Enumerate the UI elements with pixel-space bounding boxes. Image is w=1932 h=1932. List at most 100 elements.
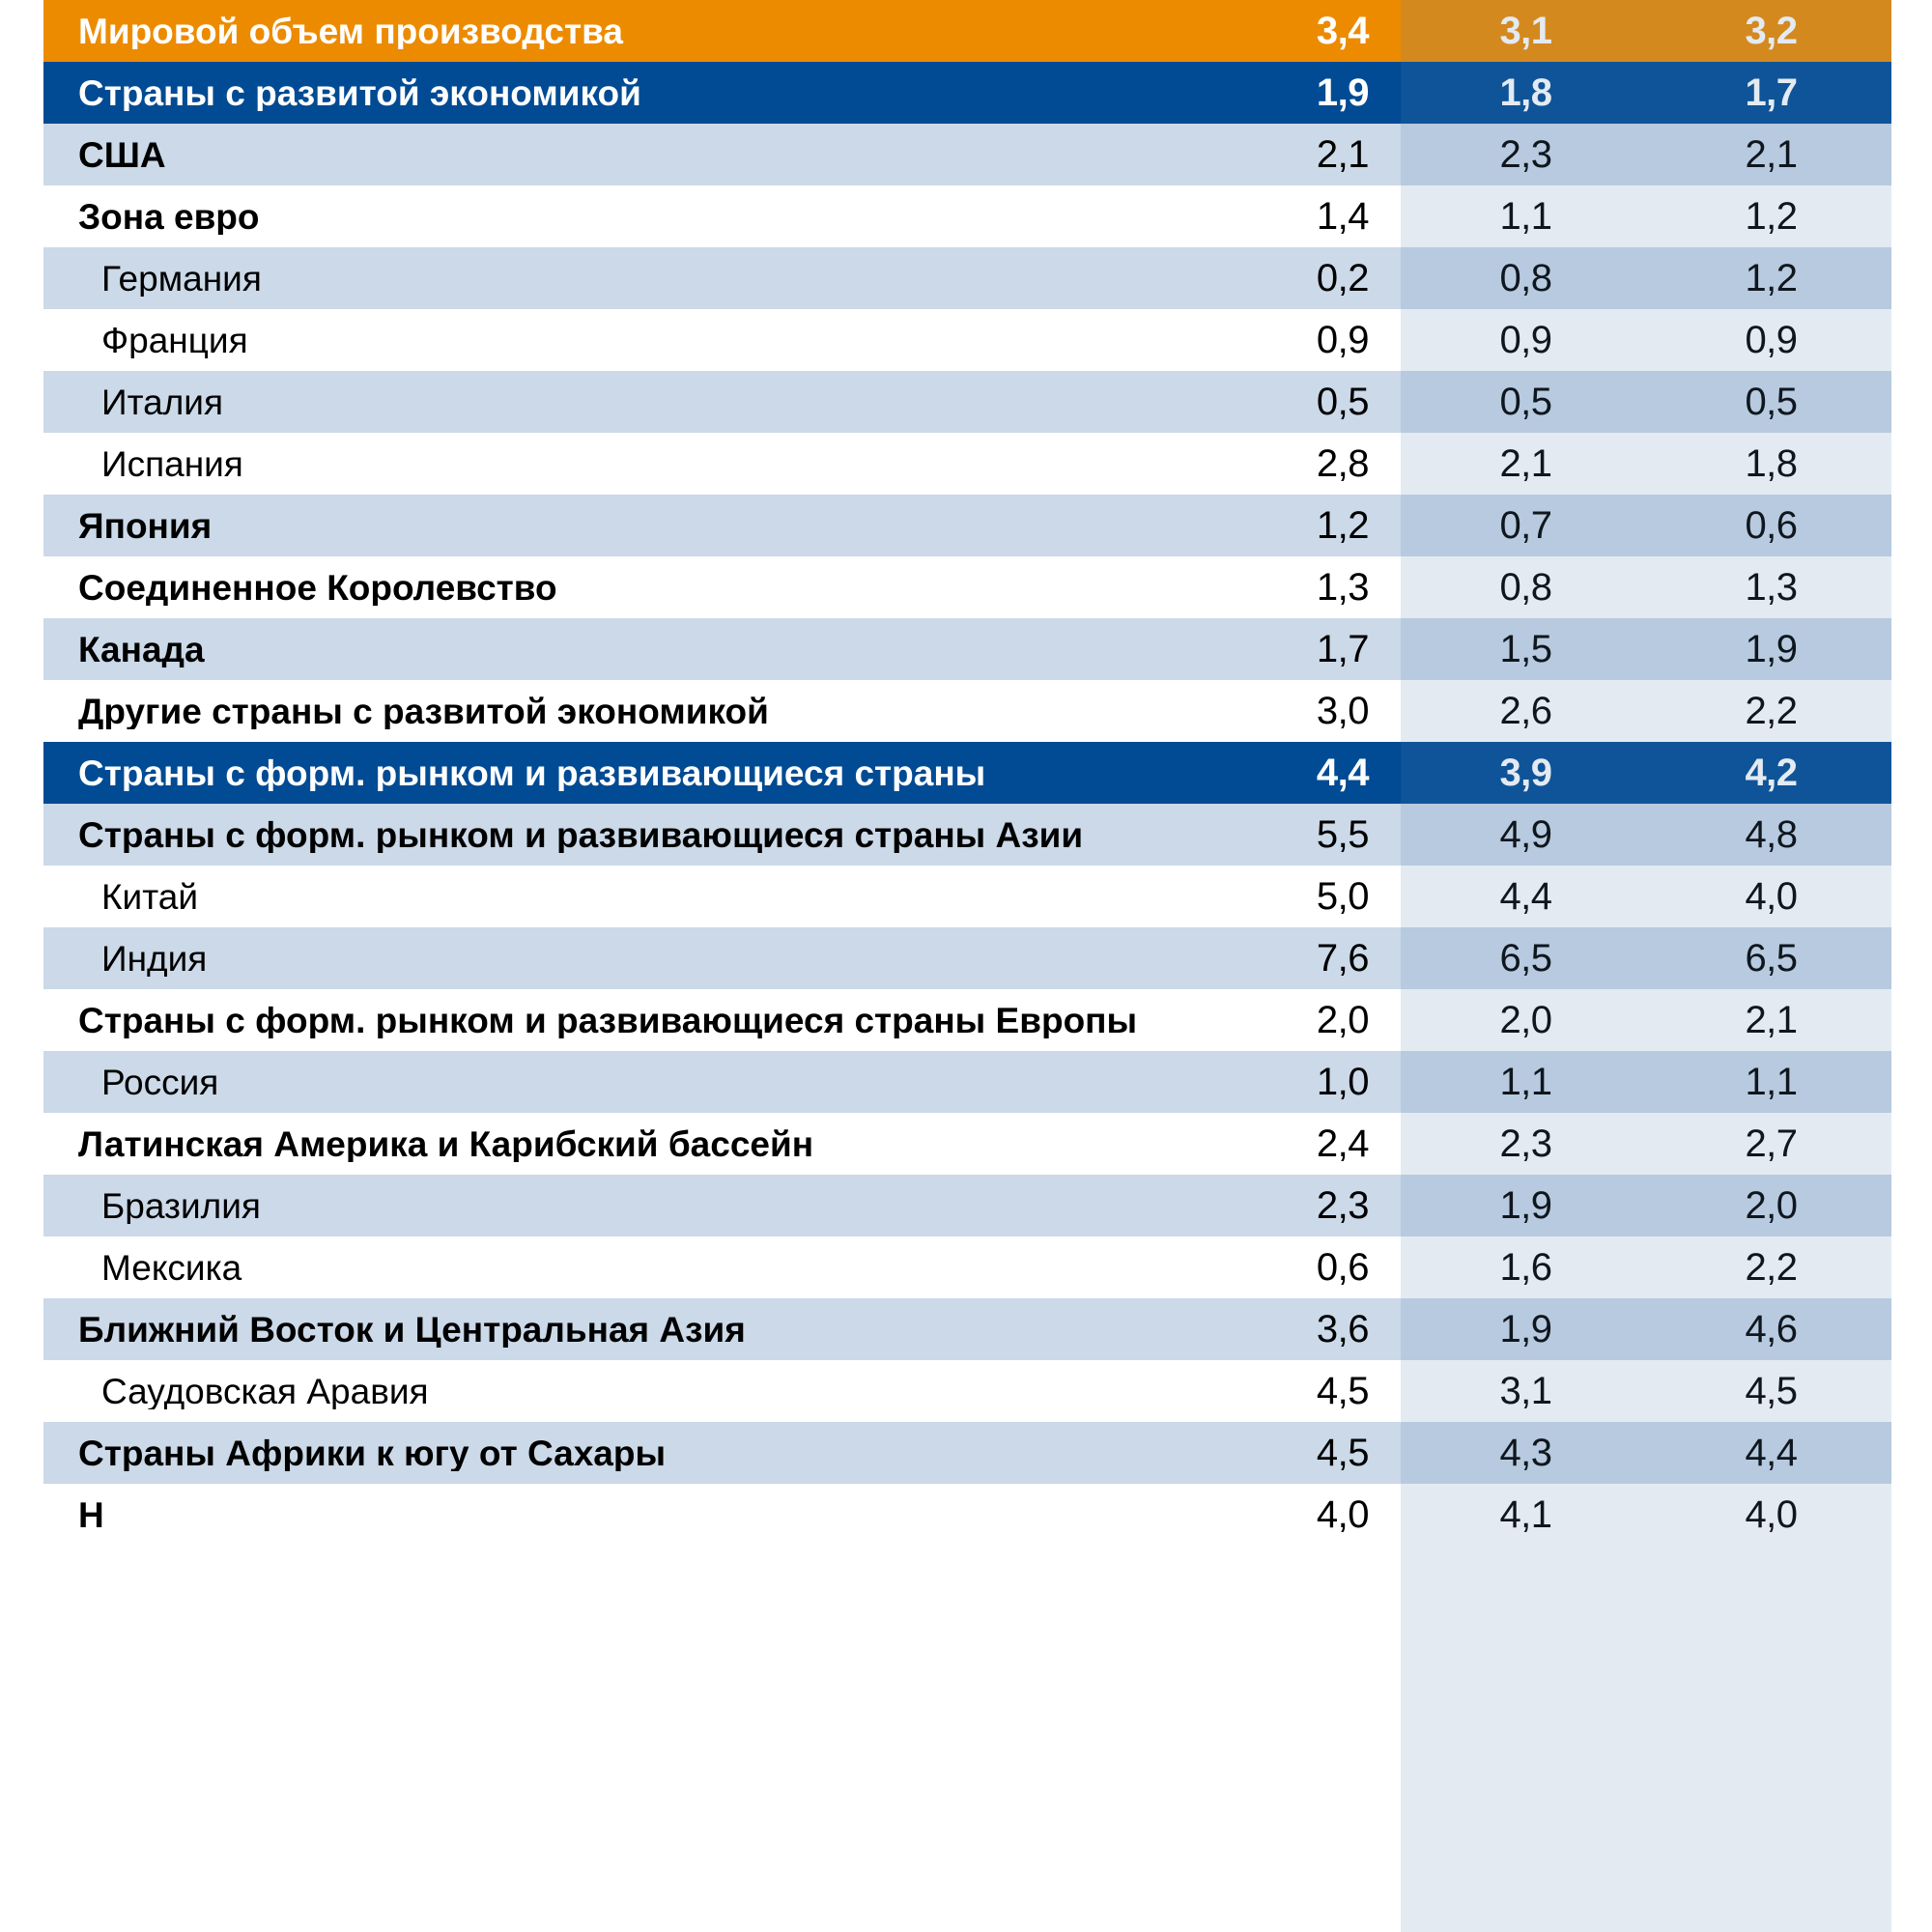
row-value-3: 6,5 (1745, 937, 1798, 980)
row-label: Франция (101, 322, 248, 358)
row-value-3: 2,7 (1745, 1122, 1798, 1165)
table-row: Страны с форм. рынком и развивающиеся ст… (43, 804, 1891, 866)
row-label: Страны с форм. рынком и развивающиеся ст… (78, 1002, 1138, 1038)
row-value-2: 1,1 (1499, 1061, 1552, 1103)
table-body: Мировой объем производства 3,4 3,1 3,2 Стран… (43, 0, 1891, 1546)
table-row: Мировой объем производства 3,4 3,1 3,2 (43, 0, 1891, 62)
row-value-2: 2,3 (1499, 1122, 1552, 1165)
row-value-2: 3,1 (1499, 1370, 1552, 1412)
row-label: Саудовская Аравия (101, 1373, 429, 1409)
row-label: Россия (101, 1064, 219, 1100)
row-value-2: 1,1 (1499, 195, 1552, 238)
table-row: Латинская Америка и Карибский бассейн 2,4… (43, 1113, 1891, 1175)
row-value-2: 2,0 (1499, 999, 1552, 1041)
row-value-2: 1,9 (1499, 1308, 1552, 1350)
row-value-3: 0,6 (1745, 504, 1798, 547)
row-value-2: 1,8 (1499, 71, 1552, 114)
table-row: Франция 0,9 0,9 0,9 (43, 309, 1891, 371)
table-row: Страны с форм. рынком и развивающиеся ст… (43, 989, 1891, 1051)
row-value-1: 5,0 (1316, 875, 1370, 918)
table-row: Германия 0,2 0,8 1,2 (43, 247, 1891, 309)
row-label: Страны с форм. рынком и развивающиеся ст… (78, 816, 1084, 853)
table-row: Н 4,0 4,1 4,0 (43, 1484, 1891, 1546)
table-row: Страны с развитой экономикой 1,9 1,8 1,7 (43, 62, 1891, 124)
row-value-2: 2,3 (1499, 133, 1552, 176)
row-value-2: 1,9 (1499, 1184, 1552, 1227)
row-value-2: 4,3 (1499, 1432, 1552, 1474)
row-value-3: 1,2 (1745, 257, 1798, 299)
row-label: Индия (101, 940, 208, 977)
row-value-1: 4,5 (1316, 1370, 1370, 1412)
row-label: Канада (78, 631, 205, 668)
row-value-2: 0,5 (1499, 381, 1552, 423)
row-value-1: 4,5 (1316, 1432, 1370, 1474)
row-label: Страны с форм. рынком и развивающиеся ст… (78, 754, 986, 791)
table-row: Индия 7,6 6,5 6,5 (43, 927, 1891, 989)
row-label: Страны с развитой экономикой (78, 74, 641, 111)
table-row: США 2,1 2,3 2,1 (43, 124, 1891, 185)
table-row: Ближний Восток и Центральная Азия 3,6 1,9 4… (43, 1298, 1891, 1360)
row-value-1: 2,3 (1316, 1184, 1370, 1227)
row-value-1: 2,8 (1316, 442, 1370, 485)
row-value-3: 0,9 (1745, 319, 1798, 361)
row-value-3: 2,0 (1745, 1184, 1798, 1227)
row-value-1: 1,9 (1316, 71, 1370, 114)
row-label: США (78, 136, 166, 173)
row-value-1: 2,0 (1316, 999, 1370, 1041)
row-label: Латинская Америка и Карибский бассейн (78, 1125, 814, 1162)
row-value-3: 1,3 (1745, 566, 1798, 609)
table-row: Страны с форм. рынком и развивающиеся ст… (43, 742, 1891, 804)
row-value-1: 2,4 (1316, 1122, 1370, 1165)
row-label: Н (78, 1496, 104, 1533)
row-value-2: 4,1 (1499, 1493, 1552, 1536)
row-value-2: 4,4 (1499, 875, 1552, 918)
row-value-3: 2,1 (1745, 133, 1798, 176)
row-label: Испания (101, 445, 243, 482)
row-label: Япония (78, 507, 213, 544)
row-value-2: 2,6 (1499, 690, 1552, 732)
row-value-3: 2,2 (1745, 690, 1798, 732)
table-row: Бразилия 2,3 1,9 2,0 (43, 1175, 1891, 1236)
row-label: Страны Африки к югу от Сахары (78, 1435, 667, 1471)
row-value-1: 1,4 (1316, 195, 1370, 238)
row-label: Мексика (101, 1249, 242, 1286)
row-value-3: 1,8 (1745, 442, 1798, 485)
row-value-2: 1,5 (1499, 628, 1552, 670)
row-value-1: 1,0 (1316, 1061, 1370, 1103)
row-value-2: 4,9 (1499, 813, 1552, 856)
row-label: Бразилия (101, 1187, 261, 1224)
row-value-2: 3,9 (1499, 752, 1552, 794)
table-row: Мексика 0,6 1,6 2,2 (43, 1236, 1891, 1298)
row-label: Соединенное Королевство (78, 569, 557, 606)
row-value-1: 1,2 (1316, 504, 1370, 547)
row-value-3: 1,7 (1745, 71, 1798, 114)
table-row: Япония 1,2 0,7 0,6 (43, 495, 1891, 556)
row-value-3: 1,2 (1745, 195, 1798, 238)
row-value-3: 4,2 (1745, 752, 1798, 794)
row-value-1: 0,9 (1316, 319, 1370, 361)
row-label: Германия (101, 260, 262, 297)
row-value-2: 0,8 (1499, 566, 1552, 609)
row-label: Зона евро (78, 198, 260, 235)
row-value-2: 0,7 (1499, 504, 1552, 547)
row-value-1: 4,0 (1316, 1493, 1370, 1536)
row-value-1: 4,4 (1316, 752, 1370, 794)
row-value-3: 2,2 (1745, 1246, 1798, 1289)
row-value-2: 3,1 (1499, 10, 1552, 52)
row-value-3: 4,5 (1745, 1370, 1798, 1412)
row-value-1: 3,0 (1316, 690, 1370, 732)
row-value-3: 4,6 (1745, 1308, 1798, 1350)
row-value-2: 1,6 (1499, 1246, 1552, 1289)
row-value-3: 0,5 (1745, 381, 1798, 423)
row-value-3: 2,1 (1745, 999, 1798, 1041)
row-value-3: 4,4 (1745, 1432, 1798, 1474)
row-value-2: 0,9 (1499, 319, 1552, 361)
table-row: Россия 1,0 1,1 1,1 (43, 1051, 1891, 1113)
row-value-1: 0,5 (1316, 381, 1370, 423)
row-label: Италия (101, 384, 223, 420)
row-value-3: 4,0 (1745, 875, 1798, 918)
table-row: Саудовская Аравия 4,5 3,1 4,5 (43, 1360, 1891, 1422)
table-row: Страны Африки к югу от Сахары 4,5 4,3 4,4 (43, 1422, 1891, 1484)
row-value-2: 0,8 (1499, 257, 1552, 299)
row-label: Другие страны с развитой экономикой (78, 693, 769, 729)
